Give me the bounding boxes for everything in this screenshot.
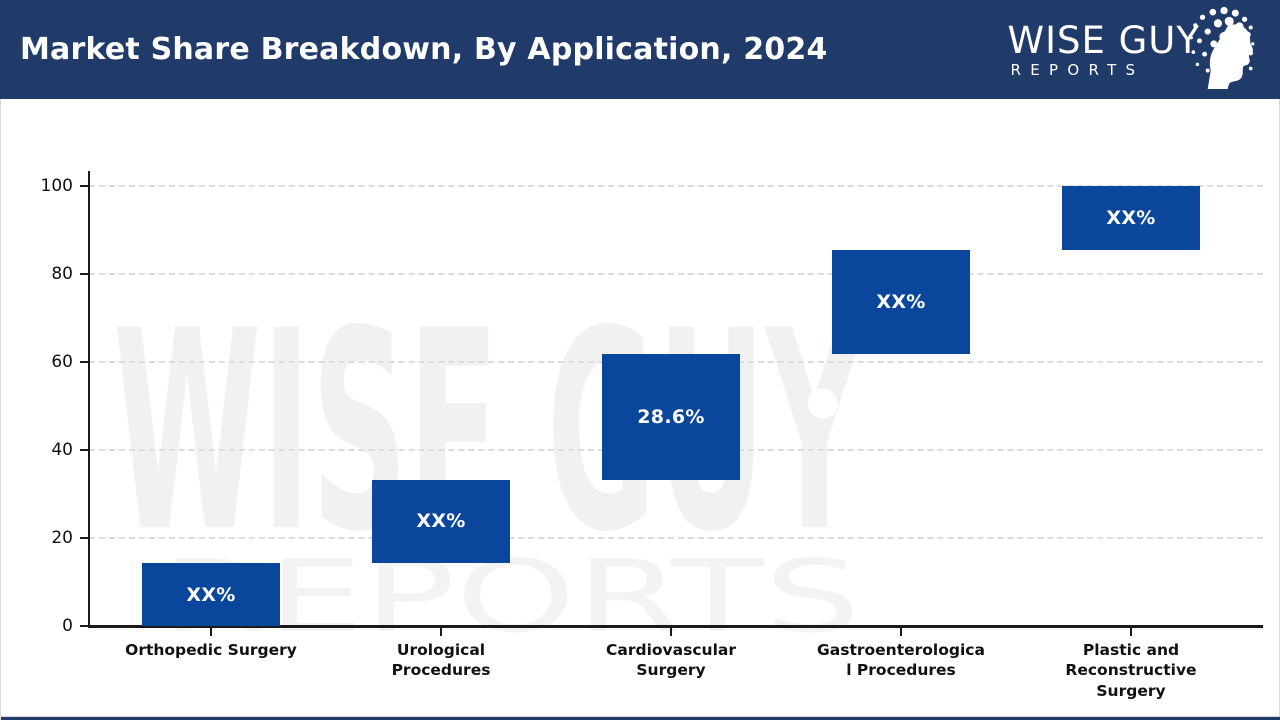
- bar-value-label: XX%: [416, 510, 466, 533]
- bar: 28.6%: [602, 354, 740, 480]
- x-category-label: Urological Procedures: [326, 640, 556, 681]
- x-axis-line: [88, 625, 1263, 628]
- x-axis-tick: [900, 628, 902, 636]
- x-category-label: Orthopedic Surgery: [96, 640, 326, 660]
- gridline: [89, 537, 1263, 539]
- wiseguy-logo: WISE GUY REPORTS: [1008, 6, 1258, 89]
- chart-content: WISE GUY REPORTS 0 20 40 60 80 100 XX% Orthoped…: [0, 99, 1280, 720]
- y-axis-tick: [80, 625, 89, 627]
- y-axis-tick-label: 20: [51, 528, 73, 548]
- x-category-label-line: Cardiovascular: [606, 641, 736, 659]
- y-axis-tick-label: 40: [51, 440, 73, 460]
- gridline: [89, 185, 1263, 187]
- x-axis-tick: [210, 628, 212, 636]
- x-category-label-line: Surgery: [636, 661, 706, 680]
- y-axis-line: [88, 171, 90, 628]
- plot-area: 0 20 40 60 80 100 XX% Orthopedic Surgery XX% Urol…: [1, 99, 1280, 720]
- logo-wordmark: WISE GUY: [1007, 18, 1200, 62]
- bar-value-label: 28.6%: [637, 405, 705, 428]
- bar: XX%: [142, 563, 280, 626]
- y-axis-tick-label: 100: [40, 176, 73, 196]
- x-category-label-line: Gastroenterologica: [817, 641, 985, 659]
- y-axis-tick: [80, 185, 89, 187]
- y-axis-tick: [80, 361, 89, 363]
- wiseguy-head-icon: [1189, 6, 1255, 89]
- x-category-label-line: Surgery: [1096, 681, 1166, 700]
- x-axis-tick: [1130, 628, 1132, 636]
- x-category-label-line: l Procedures: [846, 661, 956, 680]
- x-category-label: Plastic and Reconstructive Surgery: [1016, 640, 1246, 701]
- page-title: Market Share Breakdown, By Application, …: [20, 32, 828, 67]
- bar: XX%: [372, 479, 510, 564]
- x-category-label-line: Plastic and: [1082, 641, 1180, 659]
- footer-divider: [1, 716, 1280, 717]
- x-category-label: Gastroenterologica l Procedures: [786, 640, 1016, 681]
- x-axis-tick: [670, 628, 672, 636]
- x-category-label: Cardiovascular Surgery: [556, 640, 786, 681]
- x-category-label-line: Orthopedic Surgery: [125, 641, 297, 659]
- bar-value-label: XX%: [876, 290, 926, 313]
- x-axis-tick: [440, 628, 442, 636]
- y-axis-tick: [80, 537, 89, 539]
- x-category-label-line: Reconstructive: [1065, 661, 1197, 680]
- gridline: [89, 273, 1263, 275]
- y-axis-tick-label: 0: [62, 616, 73, 636]
- x-category-label-line: Procedures: [391, 661, 491, 680]
- wiseguy-logo-text: WISE GUY REPORTS: [1008, 22, 1200, 78]
- x-category-label-line: Urological: [396, 641, 486, 659]
- bar-value-label: XX%: [186, 583, 236, 606]
- logo-subtitle: REPORTS: [1010, 60, 1145, 79]
- footer-bar: [1, 717, 1280, 720]
- y-axis-tick: [80, 449, 89, 451]
- y-axis-tick: [80, 273, 89, 275]
- y-axis-tick-label: 60: [51, 352, 73, 372]
- y-axis-tick-label: 80: [51, 264, 73, 284]
- bar: XX%: [1062, 186, 1200, 250]
- bar-value-label: XX%: [1106, 206, 1156, 229]
- header: Market Share Breakdown, By Application, …: [0, 0, 1280, 99]
- bar: XX%: [832, 249, 970, 355]
